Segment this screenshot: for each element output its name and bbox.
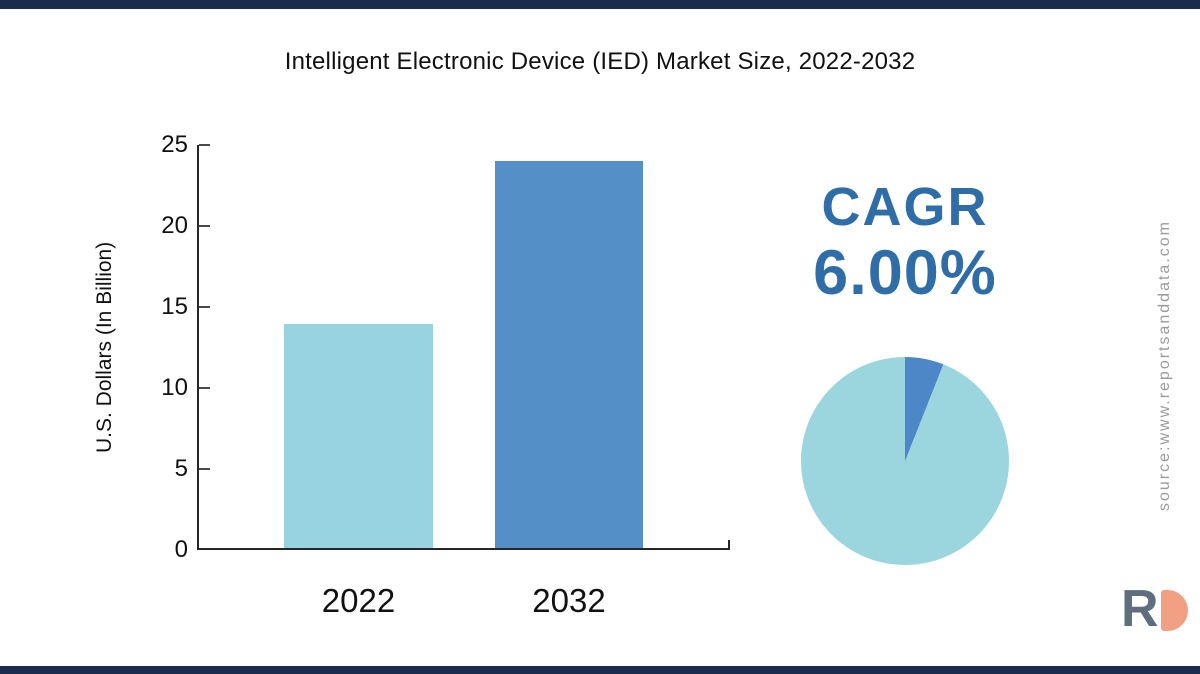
cagr-label: CAGR [821, 177, 989, 237]
bar-2032 [495, 160, 643, 548]
x-tick-label-2032: 2032 [532, 582, 606, 619]
cagr-callout: CAGR 6.00% [755, 178, 1055, 310]
y-tick-mark [199, 468, 210, 470]
y-tick-mark [199, 144, 210, 146]
y-axis-tick-labels: 0 5 10 15 20 25 [130, 131, 188, 563]
y-tick-label: 25 [161, 131, 188, 158]
y-axis-label: U.S. Dollars (In Billion) [93, 241, 116, 454]
y-tick-mark [199, 306, 210, 308]
y-tick-label: 20 [161, 212, 188, 239]
y-tick-label: 10 [161, 374, 188, 401]
y-tick-label: 5 [174, 455, 188, 482]
cagr-pie-chart [801, 357, 1009, 565]
bar-2022 [284, 324, 433, 548]
y-tick-label: 0 [174, 536, 188, 563]
x-tick-label-2022: 2022 [321, 582, 396, 619]
y-tick-label: 15 [161, 293, 188, 320]
logo-letter-d-shape [1160, 590, 1188, 631]
cagr-value: 6.00% [813, 238, 997, 308]
x-axis-category-labels: 2022 2032 [199, 582, 732, 622]
y-tick-mark [199, 387, 210, 389]
chart-title: Intelligent Electronic Device (IED) Mark… [284, 48, 916, 75]
top-border-bar [0, 0, 1200, 9]
logo-letter-r: R [1121, 580, 1159, 638]
y-tick-mark [199, 225, 210, 227]
x-axis-end-tick [728, 540, 730, 548]
bottom-border-bar [0, 666, 1200, 674]
source-attribution: source:www.reportsanddata.com [1156, 220, 1173, 512]
reportsanddata-logo: R [1121, 580, 1188, 638]
bar-plot [197, 144, 730, 550]
